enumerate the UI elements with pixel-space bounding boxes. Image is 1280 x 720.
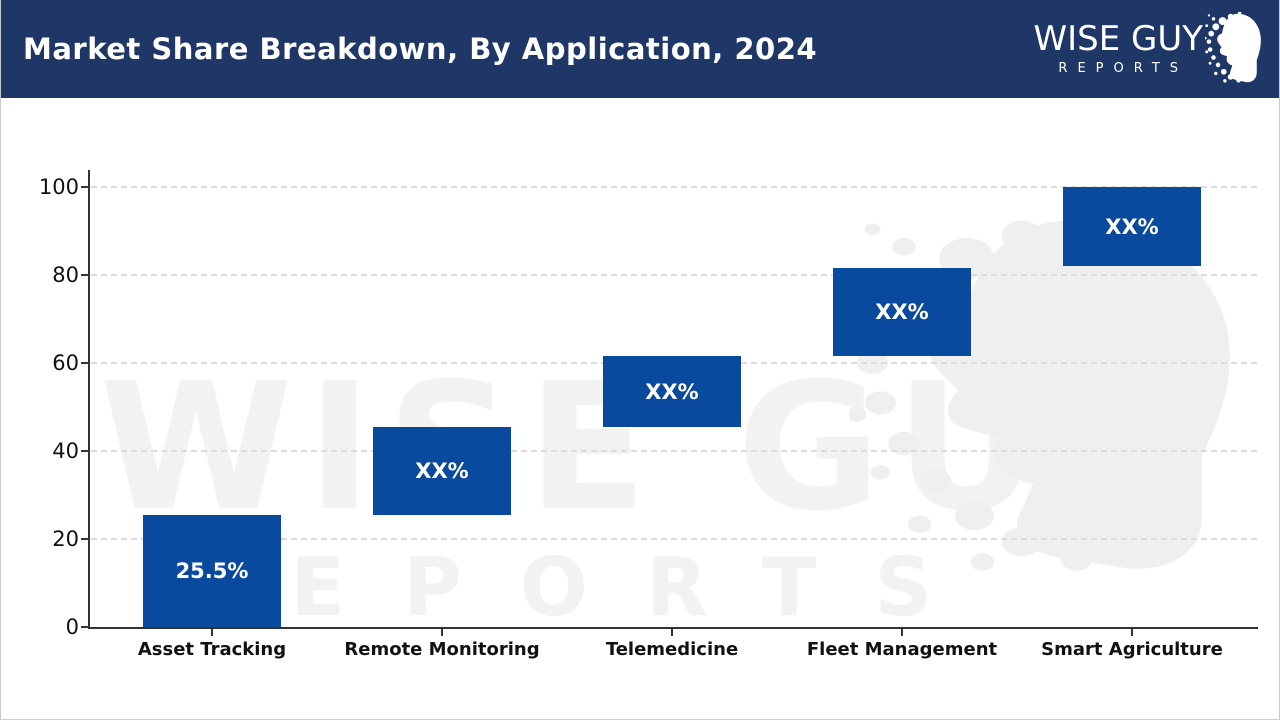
x-axis-tick (671, 629, 673, 636)
bar-segment: XX% (833, 268, 971, 357)
gridline (91, 450, 1257, 452)
market-share-chart: WISE GUY REPORTS 0 20 40 60 80 100 Asset Track… (1, 98, 1279, 719)
y-axis-tick-label: 80 (52, 263, 79, 287)
y-axis-tick-label: 40 (52, 439, 79, 463)
y-axis-tick (81, 274, 89, 276)
bar-value-label: XX% (1105, 214, 1159, 239)
y-axis-tick (81, 626, 89, 628)
bar-value-label: 25.5% (175, 558, 249, 583)
x-axis (88, 627, 1258, 629)
y-axis-tick (81, 450, 89, 452)
x-axis-category-label: Telemedicine (605, 639, 739, 660)
x-axis-tick (211, 629, 213, 636)
x-axis-category-label: Smart Agriculture (1041, 639, 1223, 660)
bar-segment: 25.5% (143, 514, 281, 627)
y-axis-tick-label: 60 (52, 351, 79, 375)
x-axis-tick (901, 629, 903, 636)
logo-wordmark: WISE GUY (1033, 19, 1203, 59)
y-axis-tick (81, 538, 89, 540)
x-axis-category-label: Fleet Management (806, 639, 998, 660)
header: Market Share Breakdown, By Application, … (1, 0, 1279, 98)
wise-guy-logo: WISE GUY REPORTS (1033, 12, 1263, 86)
x-axis-tick (1131, 629, 1133, 636)
bar-value-label: XX% (875, 300, 929, 325)
bar-value-label: XX% (645, 379, 699, 404)
bar-segment: XX% (603, 356, 741, 427)
gridline (91, 538, 1257, 540)
y-axis-tick (81, 186, 89, 188)
y-axis-tick-label: 20 (52, 527, 79, 551)
x-axis-tick (441, 629, 443, 636)
page-title: Market Share Breakdown, By Application, … (23, 32, 818, 66)
x-axis-category-label: Asset Tracking (137, 639, 287, 660)
watermark-subtext: REPORTS (171, 541, 991, 634)
y-axis-tick-label: 0 (65, 615, 79, 639)
y-axis (88, 170, 90, 629)
dotted-face-profile-icon (1205, 12, 1261, 83)
logo-subtext: REPORTS (1058, 61, 1189, 76)
x-axis-category-label: Remote Monitoring (344, 639, 540, 660)
bar-segment: XX% (1063, 187, 1201, 267)
gridline (91, 274, 1257, 276)
y-axis-tick-label: 100 (38, 175, 79, 199)
bar-segment: XX% (373, 426, 511, 515)
logo-text: WISE GUY REPORTS (1033, 22, 1203, 76)
bar-value-label: XX% (415, 458, 469, 483)
gridline (91, 186, 1257, 188)
y-axis-tick (81, 362, 89, 364)
